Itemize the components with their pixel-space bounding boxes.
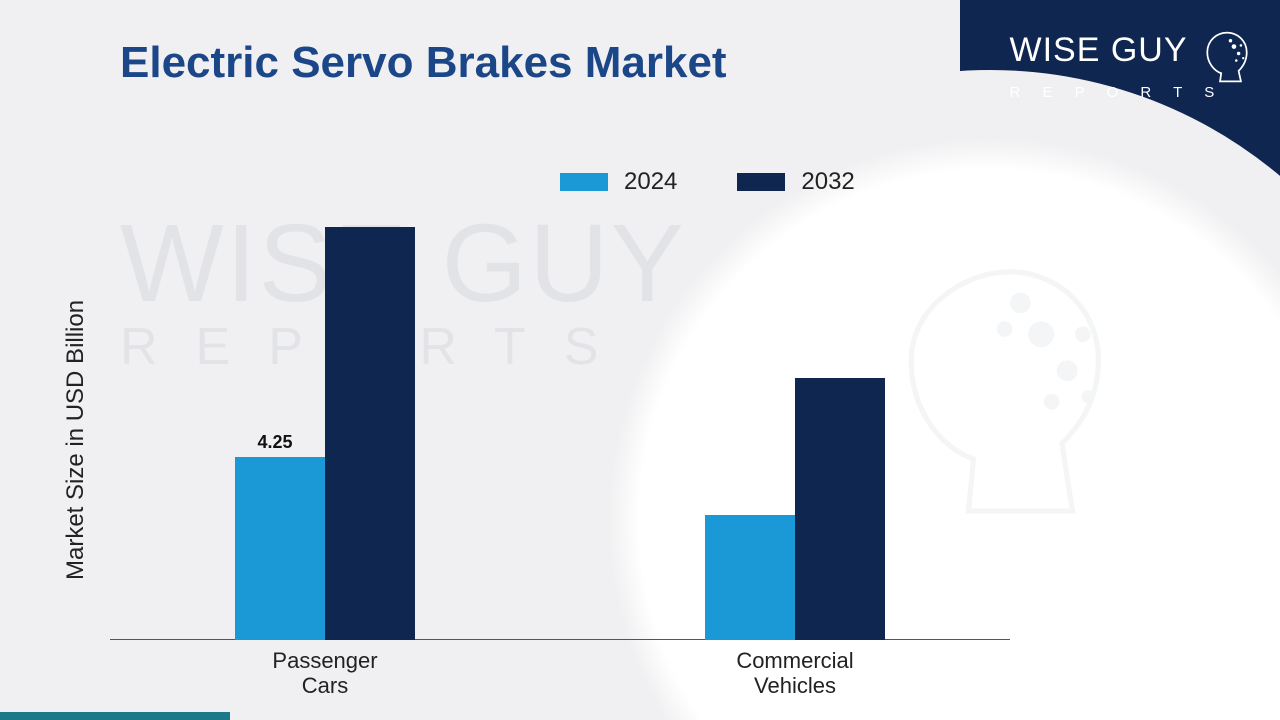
logo-line-1: WISE GUY [1010, 31, 1188, 69]
category-label: PassengerCars [210, 640, 440, 699]
legend-swatch-2032 [737, 173, 785, 191]
legend-item-2032: 2032 [737, 168, 854, 196]
bar-group: CommercialVehicles [680, 210, 910, 640]
bar-chart: 4.25PassengerCars CommercialVehicles [110, 200, 1010, 640]
page: WISE GUY R E P O R T S Electric Servo Br… [0, 0, 1280, 720]
logo-line-2: R E P O R T S [1010, 84, 1256, 101]
brand-logo: WISE GUY R E P O R T S [1010, 28, 1256, 101]
legend-label-2024: 2024 [624, 168, 677, 196]
y-axis-label: Market Size in USD Billion [62, 300, 90, 580]
bar [705, 515, 795, 640]
bottom-strip [0, 712, 230, 720]
legend-item-2024: 2024 [560, 168, 677, 196]
bar-value-label: 4.25 [235, 432, 315, 453]
chart-title: Electric Servo Brakes Market [120, 38, 727, 88]
bar [795, 378, 885, 640]
legend: 2024 2032 [560, 168, 855, 196]
bar-group: 4.25PassengerCars [210, 210, 440, 640]
logo-head-icon [1198, 28, 1256, 86]
bar [325, 227, 415, 640]
legend-label-2032: 2032 [801, 168, 854, 196]
bar [235, 457, 325, 640]
legend-swatch-2024 [560, 173, 608, 191]
category-label: CommercialVehicles [680, 640, 910, 699]
